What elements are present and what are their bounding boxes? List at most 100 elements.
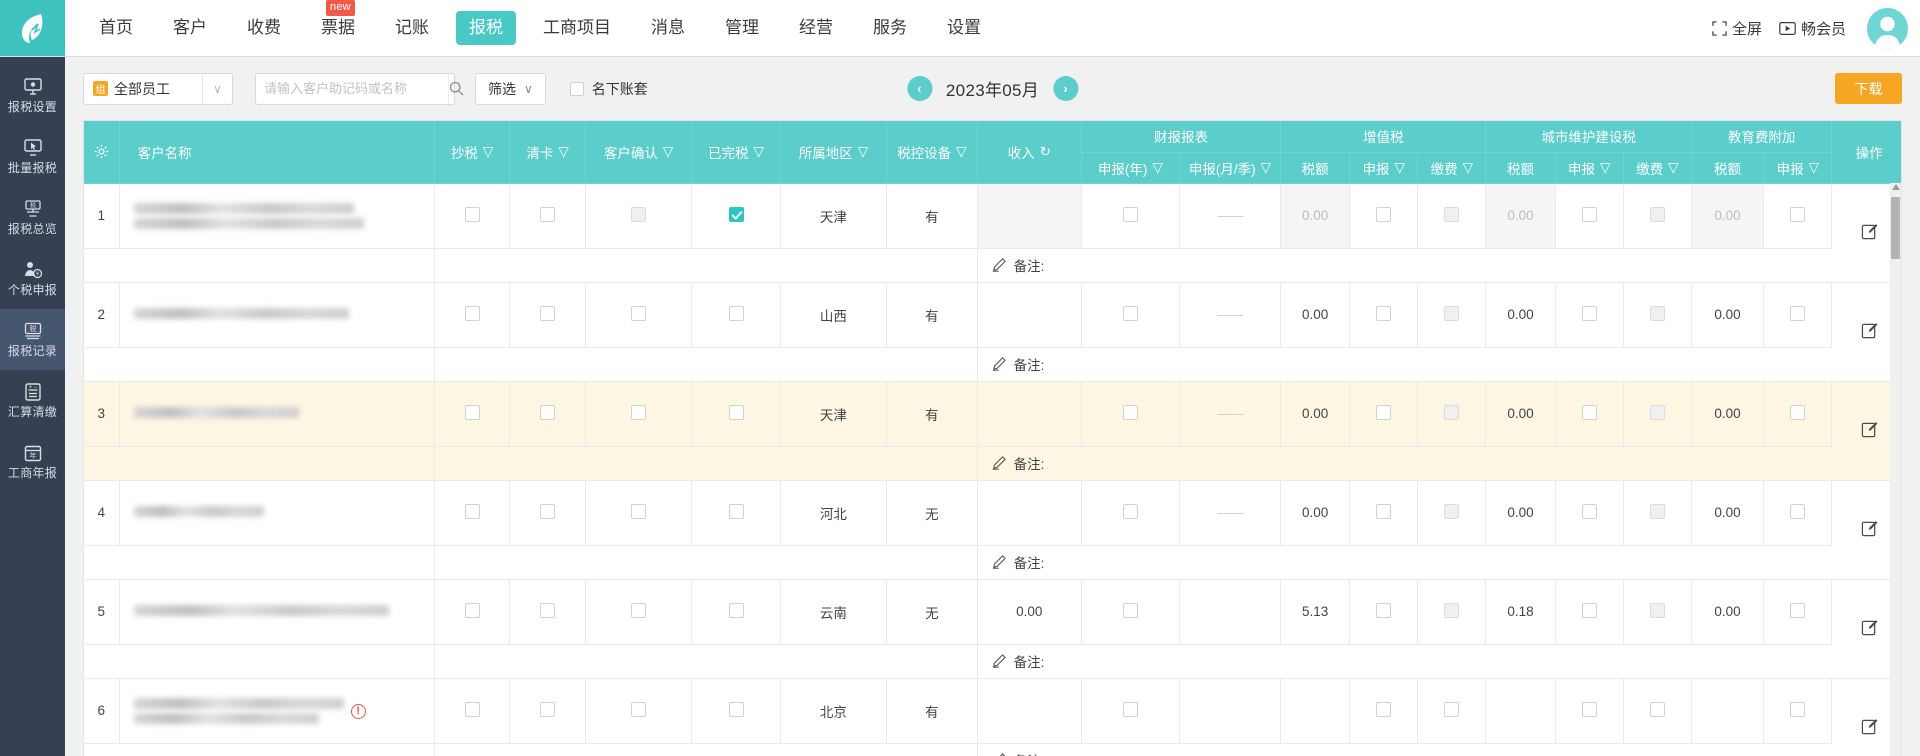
table-row[interactable]: 6! 北京有: [84, 678, 1901, 756]
warning-icon[interactable]: !: [350, 703, 366, 719]
vat-payment-checkbox[interactable]: [1444, 404, 1460, 420]
customer-name-cell[interactable]: [119, 579, 435, 645]
vat-declare-cell[interactable]: [1349, 579, 1419, 645]
edit-record-icon[interactable]: [1861, 223, 1878, 240]
edu-declare-cell[interactable]: [1763, 282, 1833, 348]
income-cell[interactable]: [977, 480, 1082, 546]
city-payment-header[interactable]: 缴费 ▽: [1623, 152, 1692, 184]
copy-tax-checkbox[interactable]: [464, 404, 480, 420]
vat-declare-cell[interactable]: [1349, 381, 1419, 447]
income-cell[interactable]: [977, 282, 1082, 348]
operation-cell[interactable]: [1831, 282, 1901, 382]
vertical-scrollbar[interactable]: [1890, 183, 1901, 756]
pencil-icon[interactable]: [992, 258, 1006, 272]
city-payment-checkbox[interactable]: [1649, 206, 1665, 222]
edu-declare-checkbox[interactable]: [1790, 206, 1806, 222]
edu-declare-cell[interactable]: [1763, 381, 1833, 447]
note-row[interactable]: 备注:: [84, 545, 1901, 580]
customer-name-cell[interactable]: [119, 183, 435, 249]
search-input[interactable]: [256, 73, 448, 104]
vat-declare-checkbox[interactable]: [1376, 305, 1392, 321]
note-row[interactable]: 备注:: [84, 743, 1901, 756]
edu-declare-header[interactable]: 申报 ▽: [1763, 152, 1833, 184]
clear-card-checkbox[interactable]: [540, 206, 556, 222]
note-row[interactable]: 备注:: [84, 644, 1901, 679]
clear-card-checkbox[interactable]: [540, 701, 556, 717]
operation-cell[interactable]: [1831, 381, 1901, 481]
own-books-checkbox[interactable]: 名下账套: [569, 79, 648, 99]
tax-paid-header[interactable]: 已完税 ▽: [691, 121, 781, 184]
city-declare-cell[interactable]: [1555, 282, 1624, 348]
city-payment-cell[interactable]: [1623, 480, 1692, 546]
nav-item-4[interactable]: 票据 new: [308, 0, 368, 45]
customer-confirm-checkbox[interactable]: [631, 305, 647, 321]
fr-declare-year-cell[interactable]: [1081, 480, 1180, 546]
tax-paid-cell[interactable]: [691, 579, 781, 645]
app-logo[interactable]: [0, 0, 65, 56]
customer-name-cell[interactable]: !: [119, 678, 435, 744]
fr-declare-year-checkbox[interactable]: [1122, 206, 1138, 222]
tax-paid-checkbox[interactable]: [728, 305, 744, 321]
operation-cell[interactable]: [1831, 678, 1901, 756]
customer-confirm-checkbox[interactable]: [631, 701, 647, 717]
note-cell[interactable]: 备注:: [977, 248, 1832, 283]
avatar[interactable]: [1863, 7, 1908, 49]
income-cell[interactable]: [977, 183, 1082, 249]
note-row[interactable]: 备注:: [84, 446, 1901, 481]
note-row[interactable]: 备注:: [84, 347, 1901, 382]
pencil-icon[interactable]: [992, 357, 1006, 371]
clear-card-cell[interactable]: [509, 381, 586, 447]
city-declare-checkbox[interactable]: [1581, 404, 1597, 420]
copy-tax-checkbox[interactable]: [464, 305, 480, 321]
nav-item-5[interactable]: 记账: [382, 11, 442, 45]
copy-tax-cell[interactable]: [434, 282, 511, 348]
edu-declare-checkbox[interactable]: [1790, 503, 1806, 519]
clear-card-checkbox[interactable]: [540, 602, 556, 618]
city-declare-cell[interactable]: [1555, 579, 1624, 645]
fr-declare-year-checkbox[interactable]: [1122, 305, 1138, 321]
note-cell[interactable]: 备注:: [977, 347, 1832, 382]
vat-payment-header[interactable]: 缴费 ▽: [1417, 152, 1487, 184]
customer-confirm-checkbox[interactable]: [631, 602, 647, 618]
customer-confirm-cell[interactable]: [585, 480, 693, 546]
vat-declare-cell[interactable]: [1349, 480, 1419, 546]
clear-card-checkbox[interactable]: [540, 404, 556, 420]
copy-tax-header[interactable]: 抄税 ▽: [434, 121, 511, 184]
customer-name-cell[interactable]: [119, 282, 435, 348]
tax-paid-checkbox[interactable]: [728, 701, 744, 717]
vat-payment-cell[interactable]: [1417, 480, 1487, 546]
clear-card-header[interactable]: 清卡 ▽: [509, 121, 586, 184]
city-declare-checkbox[interactable]: [1581, 701, 1597, 717]
customer-confirm-cell[interactable]: [585, 381, 693, 447]
operation-cell[interactable]: [1831, 183, 1901, 283]
gear-column-header[interactable]: [84, 121, 120, 184]
clear-card-checkbox[interactable]: [540, 305, 556, 321]
fr-declare-year-cell[interactable]: [1081, 183, 1180, 249]
income-header[interactable]: 收入 ↻: [977, 121, 1082, 184]
copy-tax-checkbox[interactable]: [464, 701, 480, 717]
nav-item-2[interactable]: 客户: [160, 11, 220, 45]
customer-confirm-cell[interactable]: [585, 183, 693, 249]
vat-payment-cell[interactable]: [1417, 183, 1487, 249]
edit-record-icon[interactable]: [1861, 718, 1878, 735]
city-payment-cell[interactable]: [1623, 381, 1692, 447]
city-declare-checkbox[interactable]: [1581, 305, 1597, 321]
city-declare-cell[interactable]: [1555, 183, 1624, 249]
tax-paid-cell[interactable]: [691, 183, 781, 249]
search-button[interactable]: [448, 73, 464, 104]
fr-declare-year-checkbox[interactable]: [1122, 503, 1138, 519]
edu-declare-checkbox[interactable]: [1790, 305, 1806, 321]
tax-paid-checkbox[interactable]: [728, 206, 744, 222]
nav-item-3[interactable]: 收费: [234, 11, 294, 45]
nav-item-11[interactable]: 服务: [860, 11, 920, 45]
city-declare-checkbox[interactable]: [1581, 503, 1597, 519]
tax-paid-checkbox[interactable]: [728, 503, 744, 519]
customer-confirm-cell[interactable]: [585, 579, 693, 645]
pencil-icon[interactable]: [992, 654, 1006, 668]
table-row[interactable]: 3 天津有 —— 0.00 0.00 0.00: [84, 381, 1901, 481]
customer-confirm-checkbox[interactable]: [631, 503, 647, 519]
customer-confirm-checkbox[interactable]: [631, 206, 647, 222]
copy-tax-cell[interactable]: [434, 480, 511, 546]
note-cell[interactable]: 备注:: [977, 743, 1832, 756]
edit-record-icon[interactable]: [1861, 322, 1878, 339]
